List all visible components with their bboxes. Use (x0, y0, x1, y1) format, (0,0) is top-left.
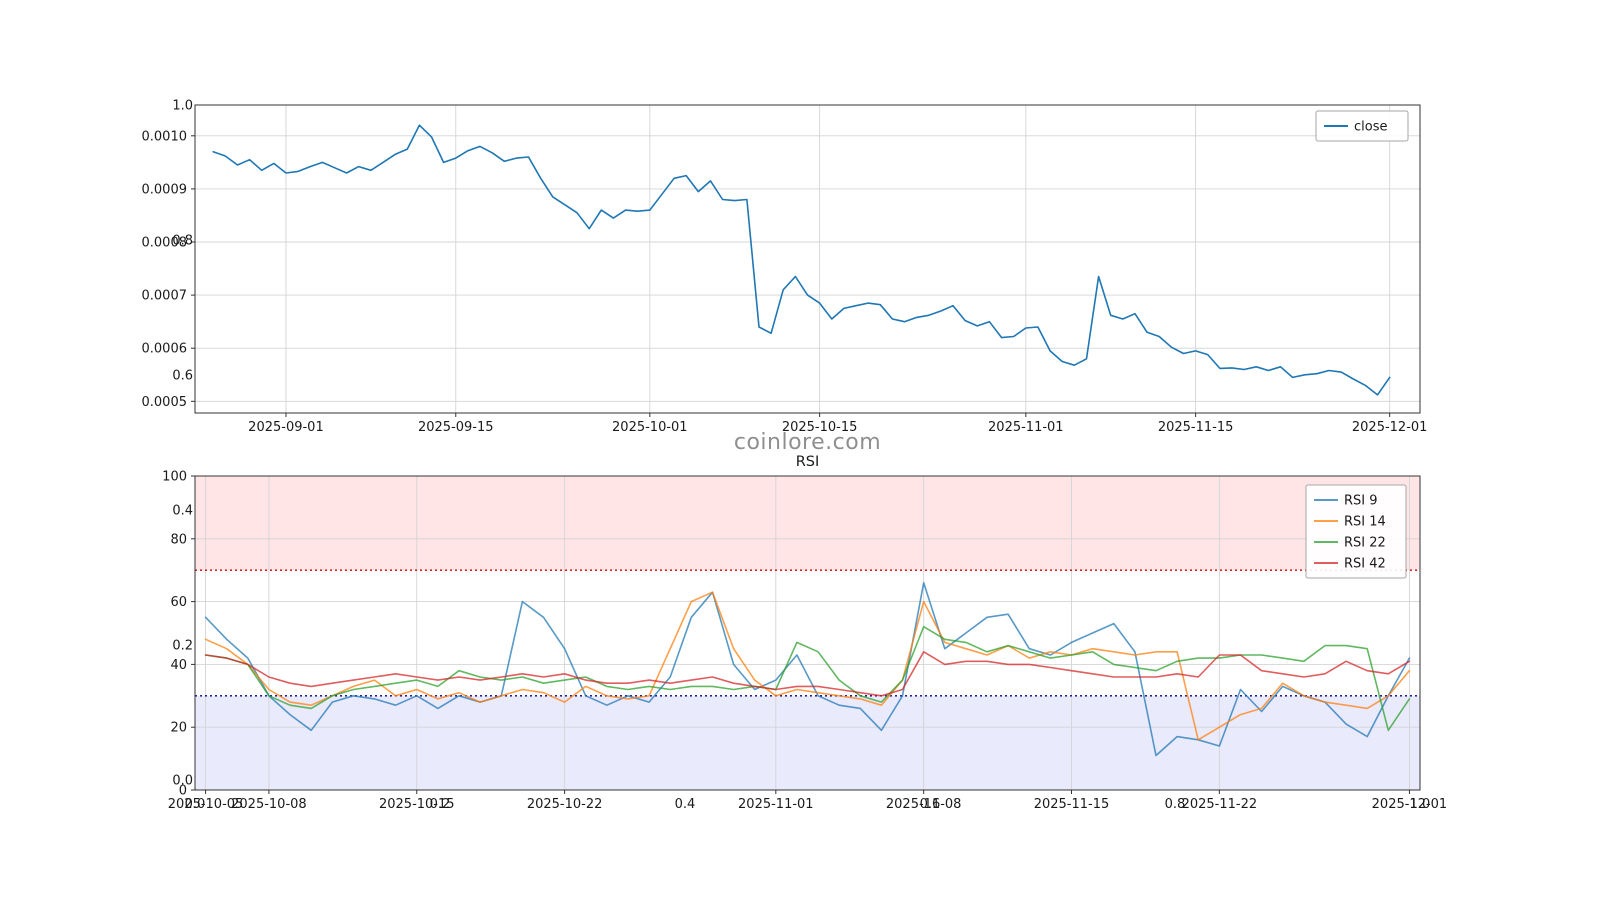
legend-label: RSI 42 (1344, 557, 1386, 572)
x-tick-label: 2025-10-01 (612, 420, 688, 435)
close-line (212, 124, 1391, 396)
y-tick-label: 80 (170, 532, 187, 547)
x-tick-label: 2025-11-01 (988, 420, 1064, 435)
y-tick-label: 0.0008 (142, 236, 188, 251)
ghost-x-label: 0.6 (920, 797, 941, 812)
y-tick-label: 0.0005 (142, 395, 188, 410)
legend-box (1315, 110, 1409, 142)
y-tick-label: 0.0006 (142, 342, 188, 357)
rsi-42-line (204, 650, 1411, 697)
x-tick-label: 2025-12-01 (1352, 420, 1428, 435)
ghost-y-label: 1.0 (172, 99, 193, 114)
ghost-y-label: 0.4 (172, 504, 193, 519)
ghost-y-label: 0.0 (172, 774, 193, 789)
ghost-x-label: 0.4 (675, 797, 696, 812)
ghost-x-label: 0.8 (1165, 797, 1186, 812)
x-tick-label: 2025-12-01 (1372, 797, 1448, 812)
y-tick-label: 0 (179, 784, 187, 799)
y-tick-label: 0.0009 (142, 182, 188, 197)
x-tick-label: 2025-10-08 (231, 797, 307, 812)
ghost-y-label: 0.2 (172, 639, 193, 654)
legend: close (1315, 110, 1409, 142)
ghost-x-label: 1.0 (1410, 797, 1431, 812)
legend-label: RSI 9 (1344, 494, 1378, 509)
x-tick-label: 2025-11-15 (1158, 420, 1234, 435)
legend: RSI 9 RSI 14 RSI 22 RSI 42 (1305, 484, 1407, 579)
legend-label: close (1354, 120, 1387, 135)
x-tick-label: 2025-10-22 (527, 797, 603, 812)
x-tick-label: 2025-09-15 (418, 420, 494, 435)
threshold-band (195, 695, 1420, 790)
ghost-axis-labels: 1.0 0.8 0.6 0.4 0.2 0.0 0.0 0.2 0.4 0.6 0.8 1.0 (172, 99, 1430, 813)
ghost-y-label: 0.8 (172, 234, 193, 249)
axes-spines (194, 475, 1421, 791)
threshold-band (195, 476, 1420, 571)
x-tick-label: 2025-10-15 (782, 420, 858, 435)
y-tick-label: 0.0010 (142, 129, 188, 144)
x-tick-label: 2025-11-22 (1182, 797, 1258, 812)
y-tick-label: 60 (170, 595, 187, 610)
axes-spines (194, 104, 1421, 414)
x-tick-label: 2025-10-05 (168, 797, 244, 812)
x-tick-label: 2025-10-15 (379, 797, 455, 812)
y-tick-label: 20 (170, 721, 187, 736)
legend-box (1305, 484, 1407, 579)
x-tick-label: 2025-11-15 (1034, 797, 1110, 812)
rsi-9-line (204, 581, 1411, 757)
ghost-x-label: 0.0 (185, 797, 206, 812)
watermark: coinlore.com (733, 430, 882, 455)
ghost-x-label: 0.2 (430, 797, 451, 812)
y-tick-label: 0.0007 (142, 289, 188, 304)
y-tick-label: 100 (162, 470, 187, 485)
x-tick-label: 2025-09-01 (248, 420, 324, 435)
legend-label: RSI 22 (1344, 536, 1386, 551)
price-chart: 2025-09-01 2025-09-15 2025-10-01 2025-10-15… (142, 104, 1428, 435)
y-tick-label: 40 (170, 658, 187, 673)
rsi-chart-title: RSI (795, 454, 820, 470)
rsi-14-line (204, 591, 1411, 741)
rsi-22-line (204, 625, 1411, 732)
ghost-y-label: 0.6 (172, 369, 193, 384)
x-tick-label: 2025-11-08 (886, 797, 962, 812)
x-tick-label: 2025-11-01 (738, 797, 814, 812)
legend-label: RSI 14 (1344, 515, 1386, 530)
